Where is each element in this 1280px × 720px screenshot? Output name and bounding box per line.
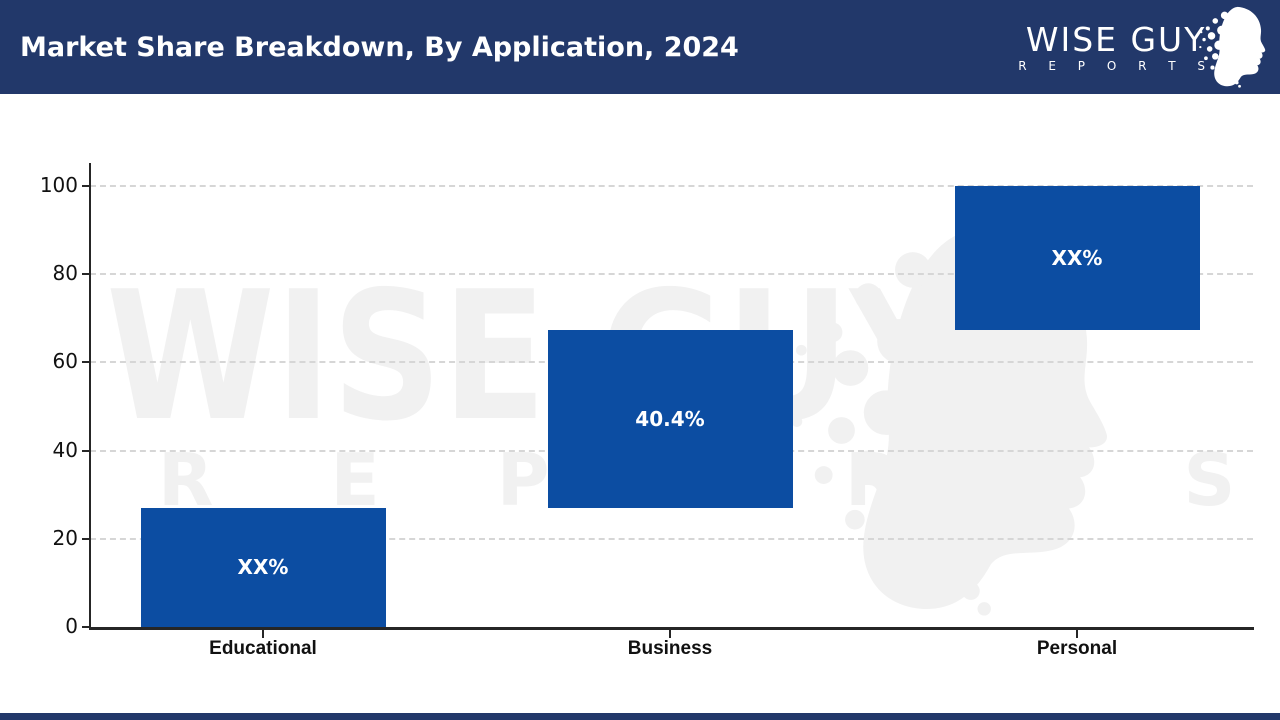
y-tick-mark [82,537,90,540]
bar-business: 40.4% [547,329,793,508]
x-axis-line [89,627,1254,630]
page-title: Market Share Breakdown, By Application, … [20,31,739,63]
y-tick-mark [82,361,90,364]
x-tick-label: Personal [1036,638,1118,659]
x-tick-label: Business [627,638,713,659]
logo-text: WISE GUY R E P O R T S [1018,23,1214,73]
header-bar: Market Share Breakdown, By Application, … [0,0,1280,94]
y-tick-mark [82,273,90,276]
x-tick-mark [669,630,671,638]
wiseguy-logo: WISE GUY R E P O R T S [1018,4,1268,92]
gridline-80 [90,273,1253,276]
bar-educational: XX% [140,507,386,627]
y-tick-mark [82,449,90,452]
y-tick-label: 100 [39,173,78,197]
footer-bar [0,713,1280,720]
x-tick-label: Educational [209,638,317,659]
bar-value-label: XX% [237,555,289,580]
logo-name: WISE GUY [1025,20,1207,60]
bar-personal: XX% [954,186,1200,330]
y-axis-line [89,163,91,630]
y-tick-label: 0 [65,614,78,638]
x-tick-mark [1076,630,1078,638]
y-tick-label: 80 [52,261,78,286]
y-tick-mark [82,626,90,628]
logo-subname: R E P O R T S [1018,58,1214,73]
y-tick-mark [82,185,90,187]
y-tick-label: 60 [52,349,78,374]
y-tick-label: 40 [52,437,78,462]
gridline-100 [90,185,1253,187]
x-tick-mark [262,630,264,638]
watermark-text: WISE GUY [106,253,961,460]
y-tick-label: 20 [52,525,78,550]
bar-value-label: 40.4% [635,406,705,431]
bar-value-label: XX% [1051,245,1103,270]
gridline-20 [90,537,1253,540]
wiseguy-face-icon [1199,6,1266,88]
